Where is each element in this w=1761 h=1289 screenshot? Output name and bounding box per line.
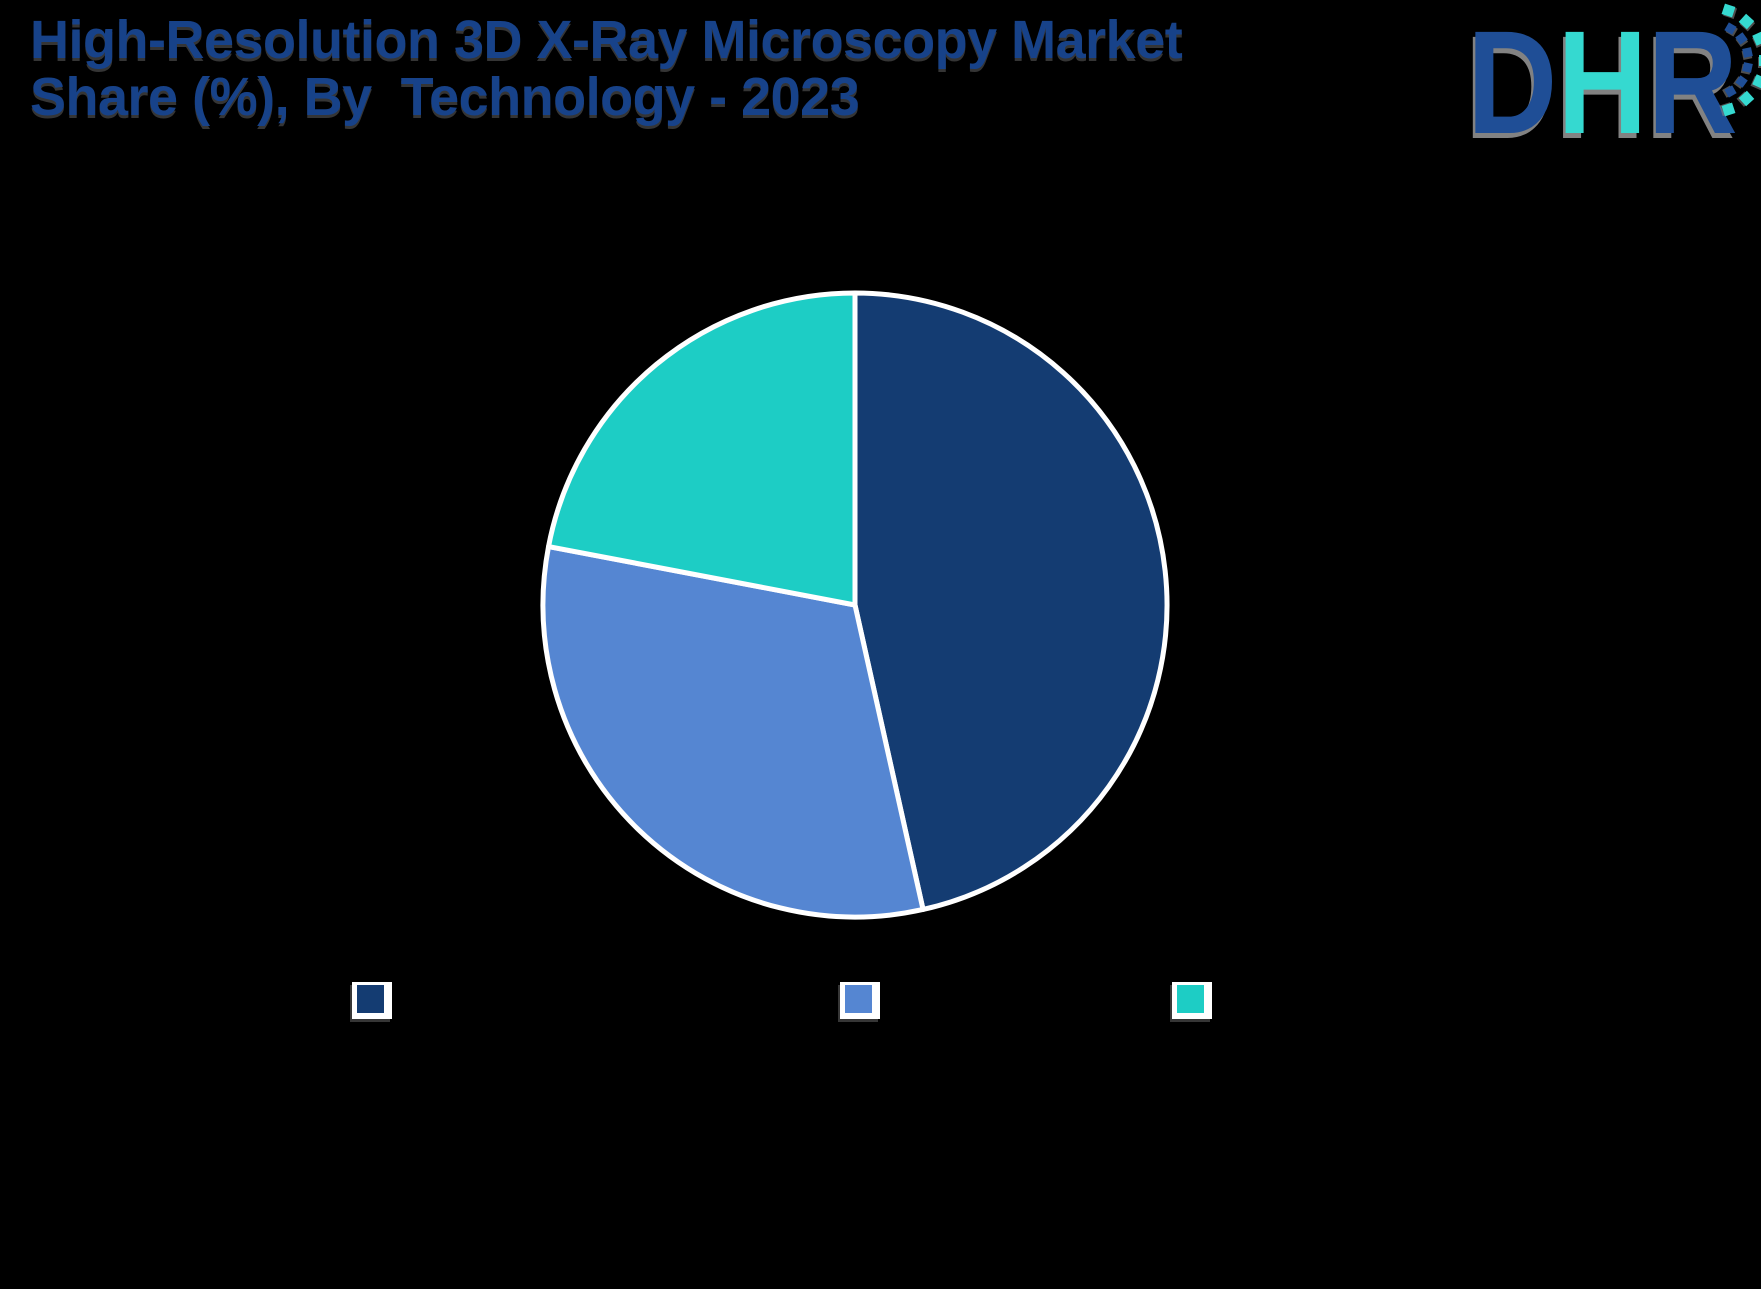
pie-chart <box>540 290 1170 920</box>
logo-arc-square <box>1741 47 1753 58</box>
page-title: High-Resolution 3D X-Ray Microscopy Mark… <box>30 10 1183 127</box>
legend-swatch-teal <box>1177 985 1204 1013</box>
title-line-2: Share (%), By Technology - 2023 <box>30 67 860 127</box>
title-line-1: High-Resolution 3D X-Ray Microscopy Mark… <box>30 10 1183 70</box>
dhr-logo: D H R <box>1467 10 1761 160</box>
logo-letter-h: H <box>1557 1 1648 165</box>
logo-letter-r: R <box>1647 1 1738 165</box>
logo-arc-square <box>1741 62 1753 73</box>
logo-arc-square <box>1758 54 1761 66</box>
legend-item <box>352 982 392 1019</box>
legend-swatch-navy <box>357 985 384 1013</box>
logo-letter-d: D <box>1467 1 1558 165</box>
pie-slice-1 <box>852 290 1170 912</box>
legend-item <box>840 982 880 1019</box>
legend-swatch-cornflower <box>845 985 872 1013</box>
legend-item <box>1172 982 1212 1019</box>
dhr-logo-letters: D H R <box>1467 10 1738 157</box>
pie-slice-3 <box>546 290 858 608</box>
pie-slice-2 <box>540 544 926 920</box>
